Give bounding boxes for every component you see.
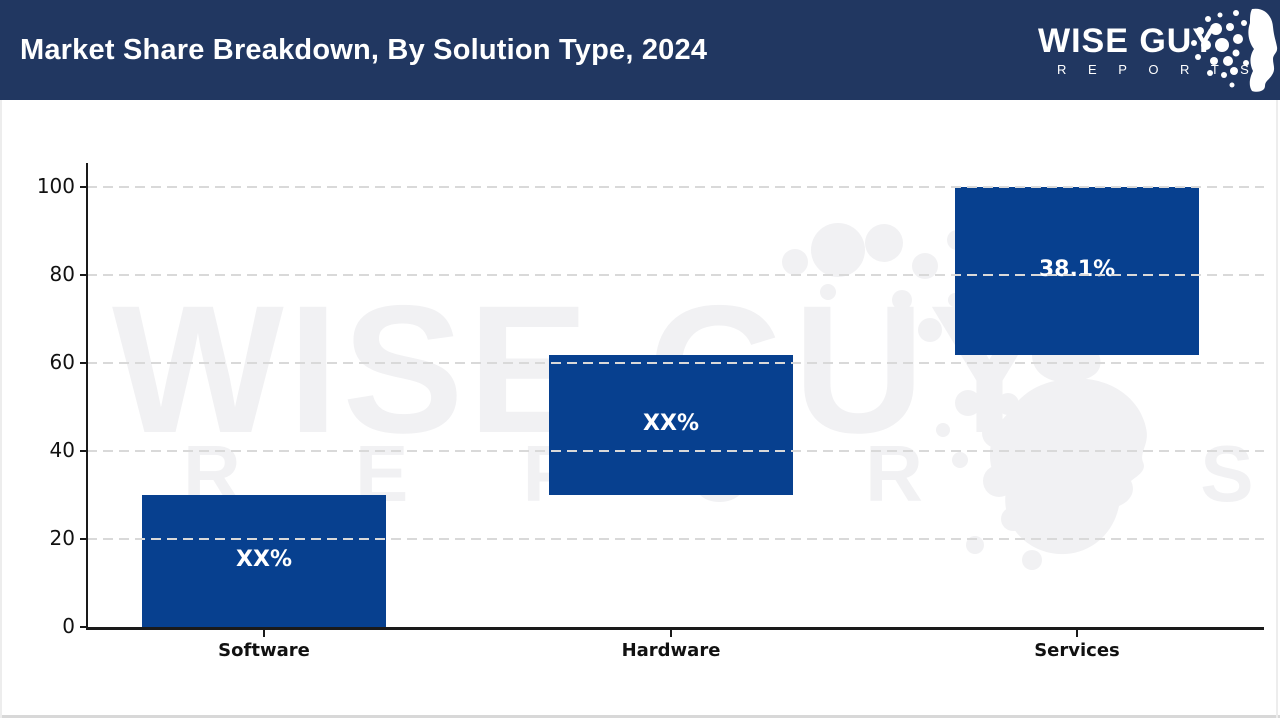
gridline-20: [87, 538, 1264, 540]
right-edge-border: [1276, 100, 1278, 718]
bar-value-label-software: XX%: [236, 547, 292, 572]
x-category-label-services: Services: [1034, 640, 1120, 661]
logo-brand-subtitle: R E P O R T S: [1057, 62, 1258, 77]
gridline-100: [87, 186, 1264, 188]
x-axis-spine: [86, 627, 1264, 630]
header-bar: Market Share Breakdown, By Solution Type…: [0, 0, 1280, 100]
y-tick-mark-100: [80, 186, 87, 188]
x-category-label-software: Software: [218, 640, 310, 661]
y-tick-mark-0: [80, 626, 87, 628]
gridline-60: [87, 362, 1264, 364]
y-tick-label-40: 40: [49, 438, 75, 462]
x-tick-mark-software: [263, 630, 265, 637]
y-tick-label-80: 80: [49, 262, 75, 286]
bottom-divider: [0, 715, 1280, 718]
logo-brand-name: WISE GUY: [1038, 22, 1217, 60]
bar-value-label-hardware: XX%: [643, 410, 699, 436]
y-tick-mark-60: [80, 362, 87, 364]
y-tick-mark-40: [80, 450, 87, 452]
y-tick-label-60: 60: [49, 350, 75, 374]
bar-hardware: XX%: [549, 354, 793, 495]
bar-services: 38.1%: [955, 187, 1199, 355]
left-edge-border: [0, 100, 2, 718]
gridline-80: [87, 274, 1264, 276]
dotted-face-profile-icon: [1191, 8, 1278, 92]
y-tick-label-0: 0: [62, 614, 75, 638]
gridline-40: [87, 450, 1264, 452]
y-tick-mark-20: [80, 538, 87, 540]
page-title: Market Share Breakdown, By Solution Type…: [20, 34, 708, 66]
bar-value-label-services: 38.1%: [1038, 256, 1116, 282]
x-tick-mark-hardware: [670, 630, 672, 637]
bar-software: XX%: [142, 495, 386, 627]
y-tick-label-20: 20: [49, 526, 75, 550]
y-tick-mark-80: [80, 274, 87, 276]
y-tick-label-100: 100: [36, 174, 75, 198]
x-tick-mark-services: [1076, 630, 1078, 637]
y-axis-spine: [86, 163, 88, 629]
x-category-label-hardware: Hardware: [621, 640, 721, 661]
